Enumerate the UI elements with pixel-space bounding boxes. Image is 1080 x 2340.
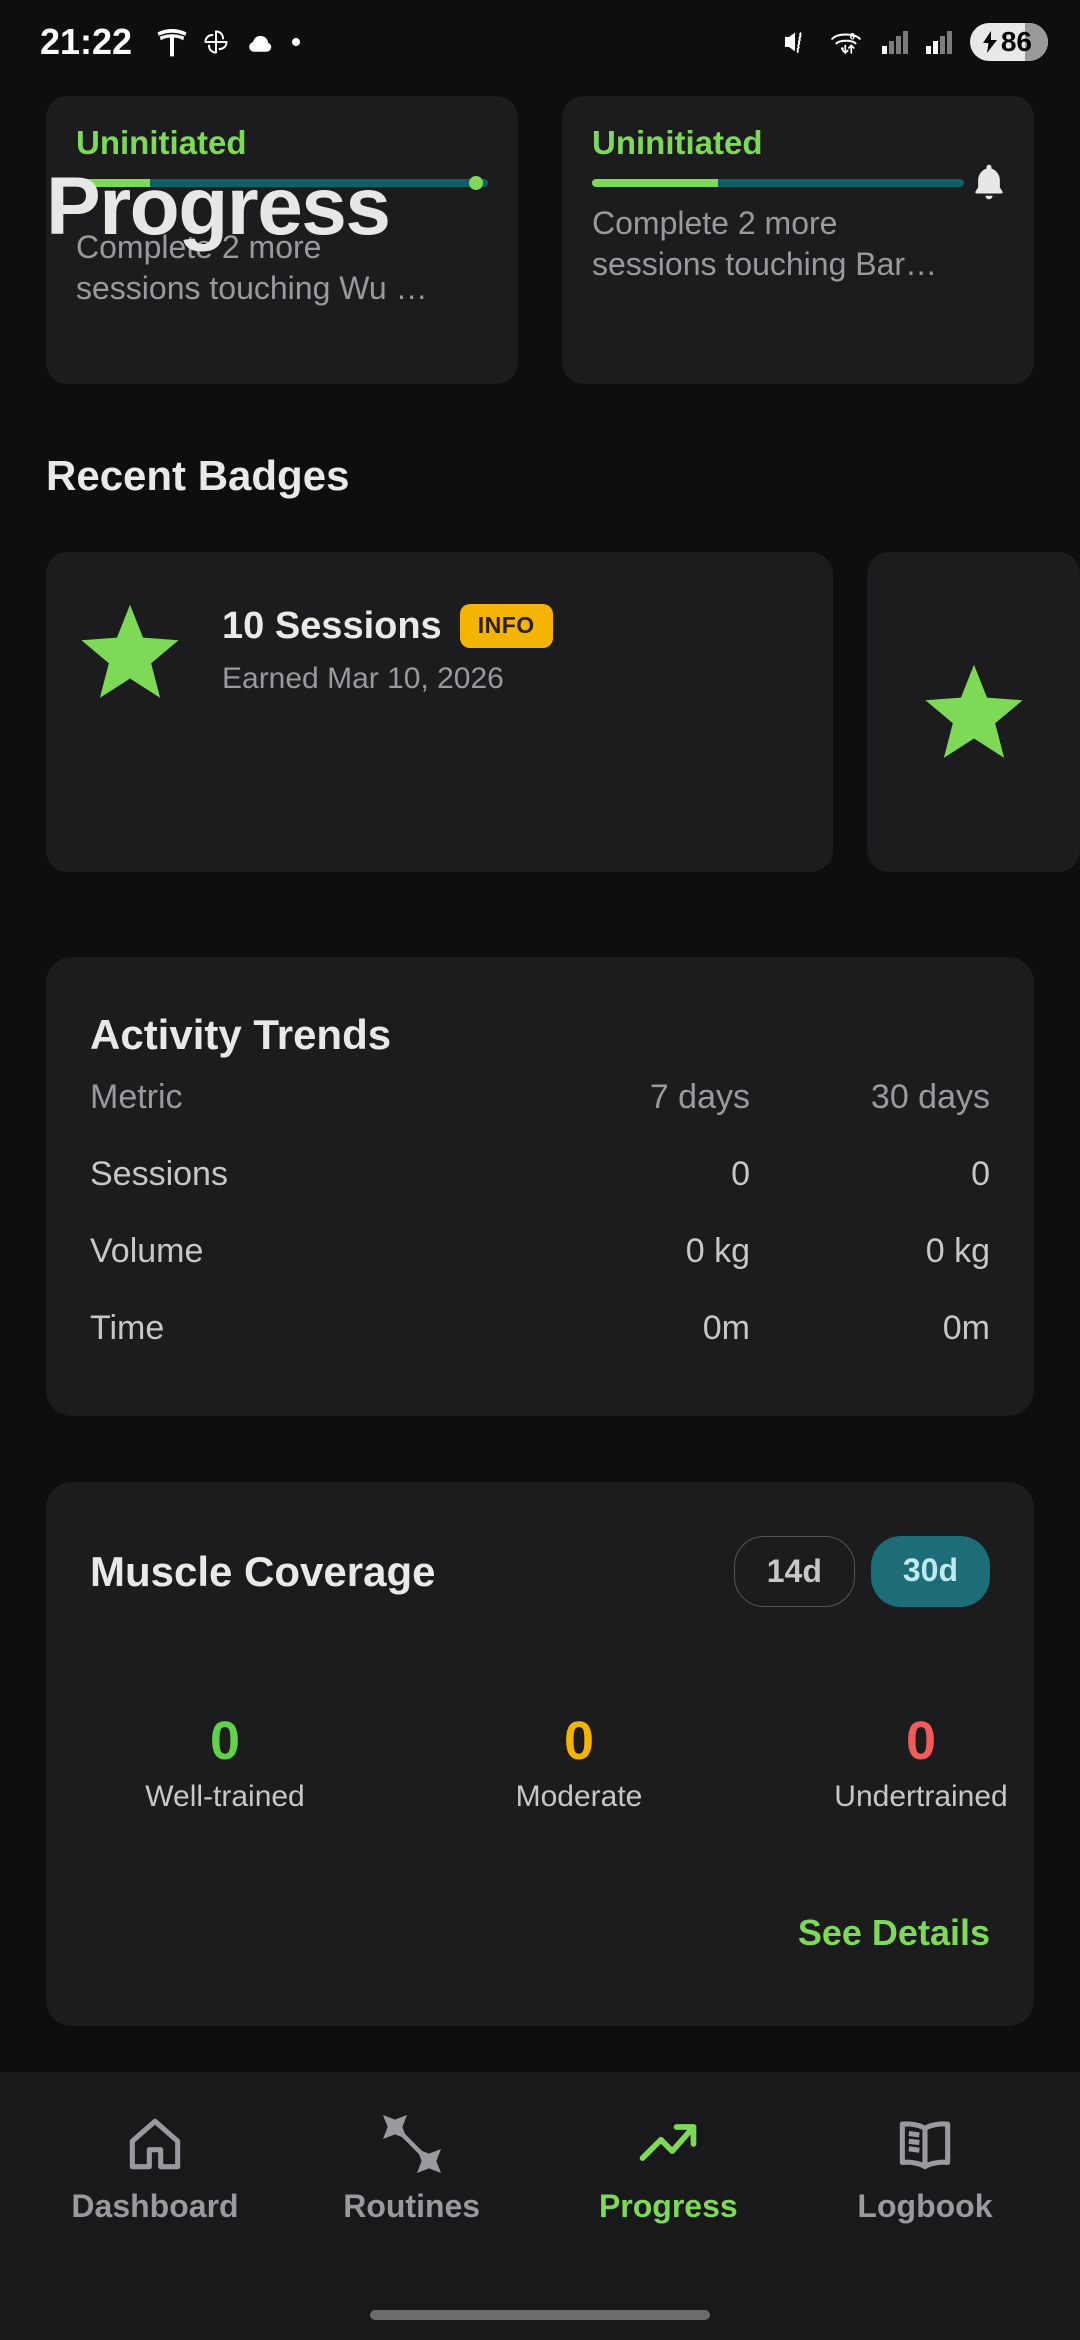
svg-text:6: 6	[850, 31, 855, 41]
